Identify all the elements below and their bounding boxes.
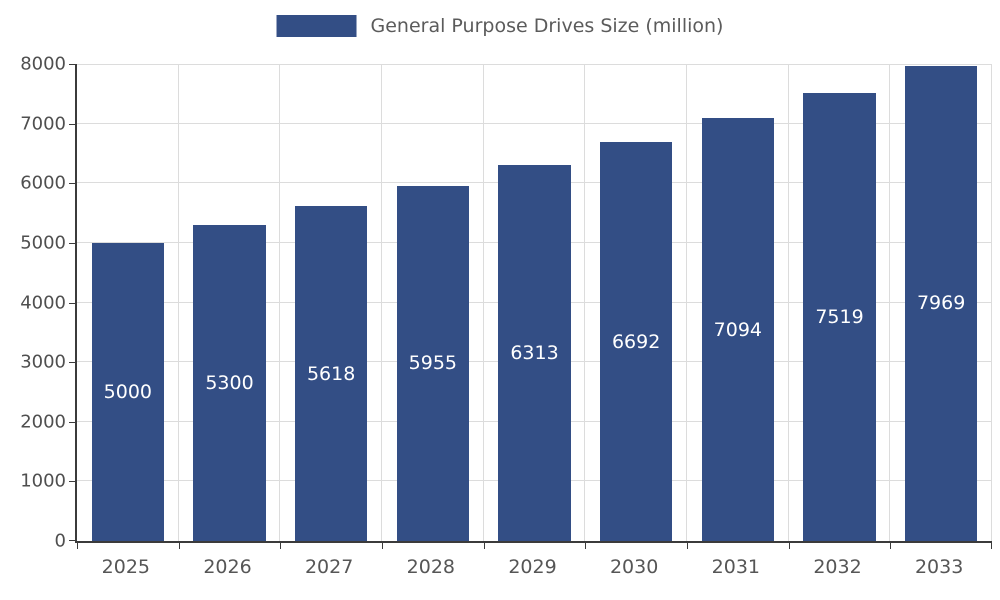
y-axis-tick xyxy=(69,242,75,244)
y-tick-label: 8000 xyxy=(20,53,66,75)
bar[interactable]: 5955 xyxy=(396,185,469,541)
bar[interactable]: 7969 xyxy=(905,65,978,541)
y-axis-tick xyxy=(69,183,75,185)
gridline xyxy=(686,64,687,541)
y-axis-tick xyxy=(69,123,75,125)
plot-area: 5000 5300 5618 5955 6313 6692 7094 7519 7969 xyxy=(69,64,992,549)
gridline xyxy=(991,64,992,541)
y-tick-label: 1000 xyxy=(20,470,66,492)
bar-value-label: 6692 xyxy=(611,330,661,353)
x-tick-label: 2028 xyxy=(406,556,455,578)
x-tick-label: 2031 xyxy=(711,556,760,578)
bar[interactable]: 6313 xyxy=(498,164,571,541)
x-tick-label: 2027 xyxy=(304,556,354,578)
gridline xyxy=(279,64,281,541)
bar-value-label: 5000 xyxy=(103,380,152,403)
y-axis-labels: 0 1000 2000 3000 4000 5000 6000 7000 8000 xyxy=(0,54,66,552)
x-tick-label: 2025 xyxy=(101,556,151,578)
x-tick-label: 2026 xyxy=(203,556,252,578)
chart-legend[interactable]: General Purpose Drives Size (million) xyxy=(276,15,724,37)
x-axis-tick xyxy=(890,543,892,549)
bar[interactable]: 5618 xyxy=(295,206,368,541)
y-tick-label: 5000 xyxy=(20,232,66,254)
bar-value-label: 7969 xyxy=(916,292,966,315)
bar-value-label: 5618 xyxy=(306,362,356,385)
gridline xyxy=(381,64,382,541)
legend-label: General Purpose Drives Size (million) xyxy=(370,15,724,37)
x-axis-tick xyxy=(585,543,587,549)
y-axis-tick xyxy=(69,421,75,423)
y-tick-label: 4000 xyxy=(20,292,66,313)
y-axis-tick xyxy=(69,362,75,364)
gridline xyxy=(77,64,992,65)
y-tick-label: 2000 xyxy=(20,411,66,433)
x-tick-label: 2033 xyxy=(914,556,964,578)
y-axis-tick xyxy=(69,302,75,304)
bar[interactable]: 7519 xyxy=(803,92,876,541)
bar-value-label: 5300 xyxy=(205,372,254,394)
y-tick-label: 0 xyxy=(54,530,66,552)
y-axis-tick xyxy=(69,64,75,65)
gridline xyxy=(787,64,789,541)
bar[interactable]: 5000 xyxy=(91,242,164,541)
gridline xyxy=(584,64,586,541)
x-axis-tick xyxy=(382,543,383,549)
bar[interactable]: 7094 xyxy=(701,118,774,541)
bar-value-label: 7094 xyxy=(713,318,762,341)
gridline xyxy=(889,64,891,541)
x-axis-tick xyxy=(991,543,992,549)
gridline xyxy=(177,64,179,541)
y-tick-label: 3000 xyxy=(20,351,66,373)
x-axis-tick xyxy=(483,543,485,549)
x-tick-label: 2030 xyxy=(609,556,659,578)
bar[interactable]: 6692 xyxy=(600,142,673,541)
x-axis-tick xyxy=(280,543,282,549)
bar-value-label: 7519 xyxy=(815,305,864,328)
bar-value-label: 6313 xyxy=(510,341,559,364)
gridline xyxy=(482,64,484,541)
y-tick-label: 6000 xyxy=(20,172,66,194)
y-axis-tick xyxy=(69,481,75,483)
y-tick-label: 7000 xyxy=(20,113,66,135)
x-tick-label: 2029 xyxy=(508,556,557,578)
x-axis-tick xyxy=(788,543,790,549)
x-axis-tick xyxy=(178,543,180,549)
gridline xyxy=(77,122,992,124)
bar-value-label: 5955 xyxy=(408,352,457,375)
x-tick-label: 2032 xyxy=(813,556,862,578)
x-axis-tick xyxy=(687,543,688,549)
y-axis-tick xyxy=(69,540,75,541)
x-axis-labels: 2025 2026 2027 2028 2029 2030 2031 2032 2033 xyxy=(75,556,990,588)
x-axis-tick xyxy=(77,543,78,549)
bar[interactable]: 5300 xyxy=(193,225,266,541)
legend-swatch xyxy=(276,15,357,37)
